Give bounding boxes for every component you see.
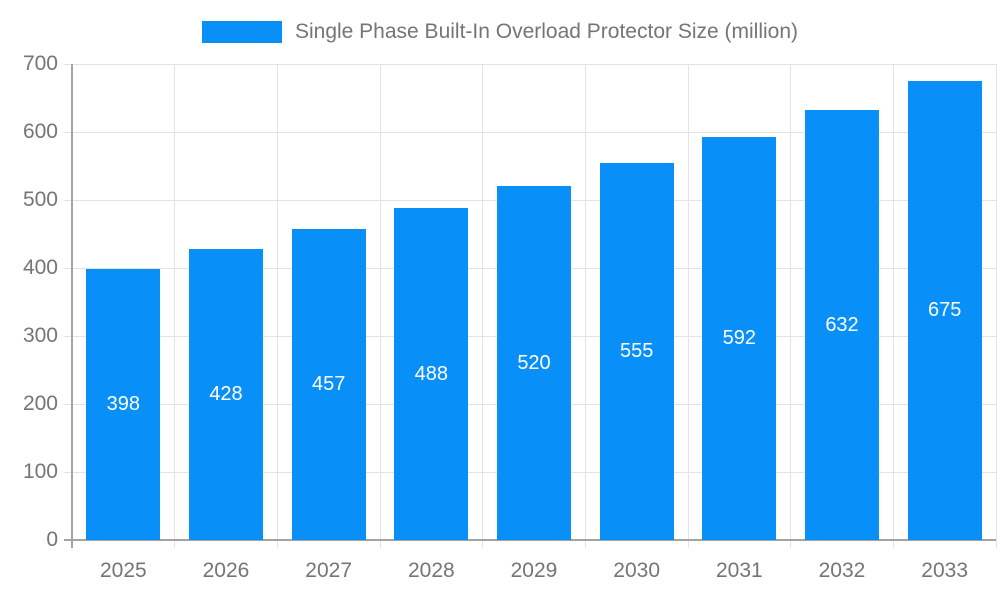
bar-value-label: 457	[311, 373, 346, 396]
bar-value-label: 488	[414, 362, 449, 385]
bar-value-label: 675	[927, 299, 962, 321]
bar: 555	[599, 162, 674, 540]
y-tick-label: 0	[46, 528, 58, 551]
x-tick-label: 2027	[305, 559, 353, 582]
y-tick-label: 200	[22, 392, 58, 415]
y-axis-line	[71, 64, 73, 548]
legend-label: Single Phase Built-In Overload Protector…	[294, 20, 799, 43]
y-tick-label: 400	[22, 256, 58, 279]
x-grid-line	[482, 64, 484, 548]
legend-swatch	[201, 21, 282, 43]
bar: 675	[907, 81, 982, 540]
bar-value-label: 398	[106, 393, 141, 416]
bar-value-label: 520	[517, 351, 551, 374]
y-grid-line	[64, 63, 996, 65]
x-tick-label: 2033	[921, 559, 969, 582]
x-tick-label: 2025	[99, 559, 147, 582]
bar-value-label: 592	[722, 327, 757, 350]
legend: Single Phase Built-In Overload Protector…	[0, 20, 1000, 44]
x-tick-label: 2029	[510, 559, 558, 582]
x-tick-label: 2031	[715, 559, 763, 582]
x-grid-line	[892, 64, 894, 548]
x-tick-label: 2032	[818, 559, 866, 582]
x-grid-line	[379, 64, 381, 548]
y-grid-line	[64, 131, 996, 133]
bar: 592	[702, 137, 777, 540]
x-tick-label: 2026	[202, 559, 250, 582]
bar: 398	[86, 269, 161, 540]
x-grid-line	[276, 64, 278, 548]
y-tick-label: 300	[22, 324, 58, 347]
y-tick-label: 700	[22, 52, 58, 75]
x-axis-line	[64, 539, 996, 541]
bar: 632	[805, 110, 879, 540]
x-grid-line	[687, 64, 689, 548]
bar: 457	[291, 229, 366, 540]
bar-value-label: 555	[619, 339, 654, 362]
x-grid-line	[995, 64, 997, 548]
x-grid-line	[174, 64, 176, 548]
bar-value-label: 632	[825, 313, 859, 336]
x-tick-label: 2028	[407, 559, 455, 582]
x-grid-line	[584, 64, 586, 548]
y-tick-label: 100	[22, 460, 58, 483]
bar: 428	[189, 248, 263, 540]
x-grid-line	[790, 64, 792, 548]
y-tick-label: 500	[22, 188, 58, 211]
bar-value-label: 428	[209, 382, 243, 405]
y-tick-label: 600	[22, 120, 58, 143]
bar: 520	[497, 186, 571, 540]
bar: 488	[394, 208, 469, 540]
x-tick-label: 2030	[613, 559, 661, 582]
